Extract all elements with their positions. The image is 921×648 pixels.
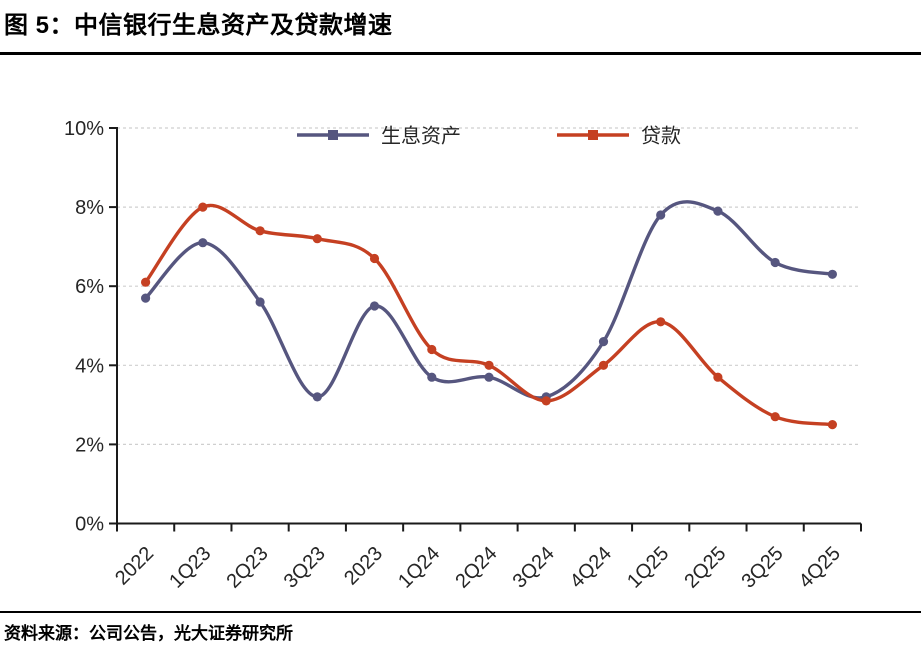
series-marker-贷款 <box>598 360 609 370</box>
series-marker-生息资产 <box>141 293 151 303</box>
series-marker-贷款 <box>312 234 322 244</box>
y-tick-label: 0% <box>75 514 104 536</box>
series-marker-贷款 <box>827 420 838 430</box>
x-tick-label: 3Q25 <box>738 542 788 592</box>
series-marker-贷款 <box>255 226 265 236</box>
x-tick-label: 2022 <box>111 542 158 589</box>
y-tick-label: 8% <box>75 197 104 219</box>
chart-canvas: 0%2%4%6%8%10%2022 1Q23 2Q23 3Q23 2023 1Q24 2Q2… <box>64 118 862 593</box>
x-tick-label: 2Q24 <box>451 542 501 592</box>
x-tick-label: 4Q24 <box>566 542 616 592</box>
series-marker-生息资产 <box>427 372 437 382</box>
title-divider-rule <box>0 52 921 55</box>
series-marker-贷款 <box>141 277 151 287</box>
series-marker-贷款 <box>770 412 780 422</box>
source-note: 资料来源：公司公告，光大证券研究所 <box>4 624 293 643</box>
series-marker-贷款 <box>656 317 666 327</box>
legend-label: 生息资产 <box>381 125 461 148</box>
figure-title: 图 5：中信银行生息资产及贷款增速 <box>4 12 393 39</box>
series-marker-生息资产 <box>713 206 723 216</box>
x-tick-label: 2Q25 <box>680 542 730 592</box>
series-line-贷款 <box>143 203 835 427</box>
series-marker-贷款 <box>198 202 208 212</box>
x-tick-label: 1Q24 <box>394 542 444 592</box>
legend-swatch-marker <box>328 130 338 140</box>
series-marker-贷款 <box>484 360 494 370</box>
series-marker-生息资产 <box>255 297 265 307</box>
series-marker-生息资产 <box>656 210 666 220</box>
series-marker-贷款 <box>713 372 723 382</box>
series-marker-生息资产 <box>598 337 609 347</box>
legend-swatch-marker <box>588 130 598 140</box>
series-marker-贷款 <box>427 344 437 355</box>
series-marker-贷款 <box>541 396 551 406</box>
series-marker-生息资产 <box>484 372 494 382</box>
footer-divider-rule <box>0 611 921 613</box>
series-marker-生息资产 <box>369 301 380 311</box>
x-tick-label: 1Q23 <box>165 542 215 592</box>
series-marker-生息资产 <box>312 392 322 402</box>
series-marker-生息资产 <box>198 238 208 248</box>
legend-label: 贷款 <box>641 125 681 148</box>
series-marker-生息资产 <box>770 257 780 268</box>
x-tick-label: 3Q24 <box>509 542 559 592</box>
x-tick-label: 1Q25 <box>623 542 673 592</box>
series-marker-生息资产 <box>827 269 838 279</box>
x-tick-label: 4Q25 <box>795 542 845 592</box>
x-tick-label: 2Q23 <box>222 542 272 592</box>
line-chart: 0% 2% 4% 6% 8% 10% 2022 1Q23 2Q23 3Q23 2023 1Q24 2Q2… <box>0 98 921 608</box>
series-marker-贷款 <box>369 253 380 264</box>
x-tick-label: 2023 <box>340 542 387 589</box>
x-tick-label: 3Q23 <box>280 542 330 592</box>
y-tick-label: 6% <box>75 276 104 298</box>
y-tick-label: 4% <box>75 355 104 377</box>
y-tick-label: 10% <box>64 118 104 140</box>
y-tick-label: 2% <box>75 434 104 456</box>
